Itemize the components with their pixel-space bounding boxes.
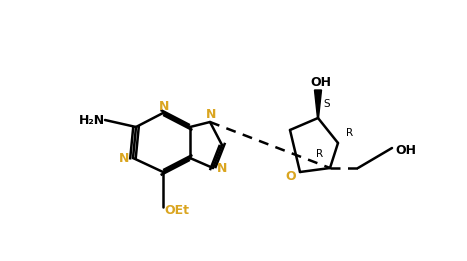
Text: OH: OH xyxy=(311,75,332,88)
Text: O: O xyxy=(286,169,297,182)
Text: H₂N: H₂N xyxy=(79,115,105,128)
Text: N: N xyxy=(206,109,216,122)
Text: OEt: OEt xyxy=(164,205,190,217)
Text: R: R xyxy=(317,149,324,159)
Polygon shape xyxy=(314,90,321,118)
Text: N: N xyxy=(159,100,169,114)
Text: OH: OH xyxy=(396,144,417,157)
Text: N: N xyxy=(119,152,129,165)
Text: N: N xyxy=(217,163,227,175)
Text: R: R xyxy=(347,128,354,138)
Text: S: S xyxy=(324,99,330,109)
